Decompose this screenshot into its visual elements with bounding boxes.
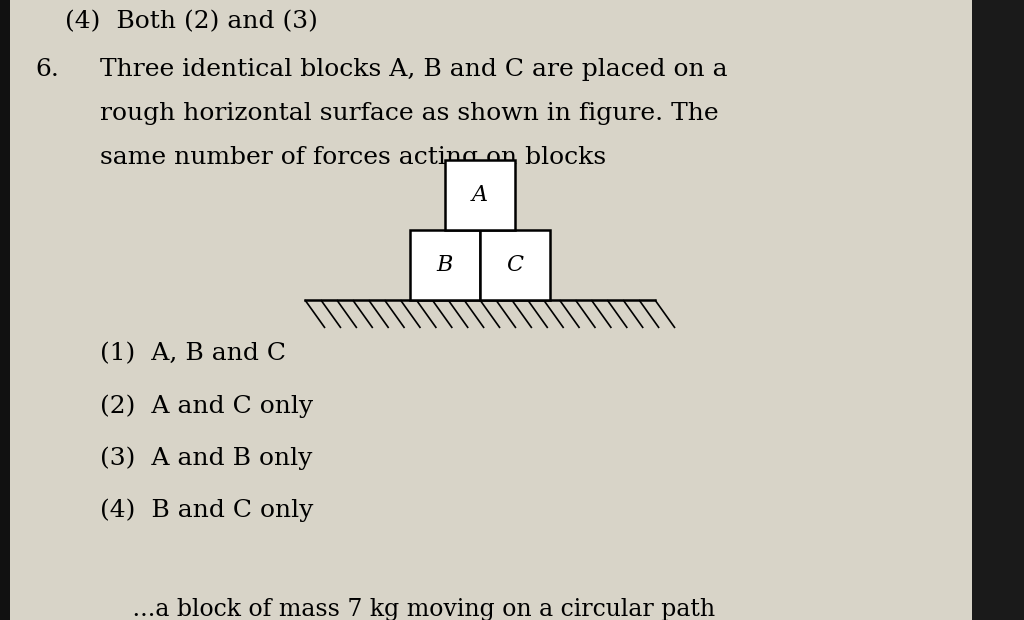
Text: rough horizontal surface as shown in figure. The: rough horizontal surface as shown in fig…: [100, 102, 719, 125]
Text: Three identical blocks A, B and C are placed on a: Three identical blocks A, B and C are pl…: [100, 58, 728, 81]
Text: C: C: [507, 254, 523, 276]
Text: same number of forces acting on blocks: same number of forces acting on blocks: [100, 146, 606, 169]
Text: ...a block of mass 7 kg moving on a circular path: ...a block of mass 7 kg moving on a circ…: [50, 598, 715, 620]
Text: A: A: [472, 184, 488, 206]
Text: (1)  A, B and C: (1) A, B and C: [100, 342, 286, 365]
Text: 6.: 6.: [35, 58, 58, 81]
Bar: [410, 230, 480, 300]
Text: (4)  B and C only: (4) B and C only: [100, 498, 313, 521]
Bar: [445, 160, 515, 230]
Bar: [0, 0, 10, 620]
Bar: [480, 230, 550, 300]
Text: B: B: [437, 254, 454, 276]
Text: (3)  A and B only: (3) A and B only: [100, 446, 312, 469]
Text: (2)  A and C only: (2) A and C only: [100, 394, 313, 417]
Bar: [972, 0, 1024, 620]
Text: (4)  Both (2) and (3): (4) Both (2) and (3): [65, 10, 317, 33]
